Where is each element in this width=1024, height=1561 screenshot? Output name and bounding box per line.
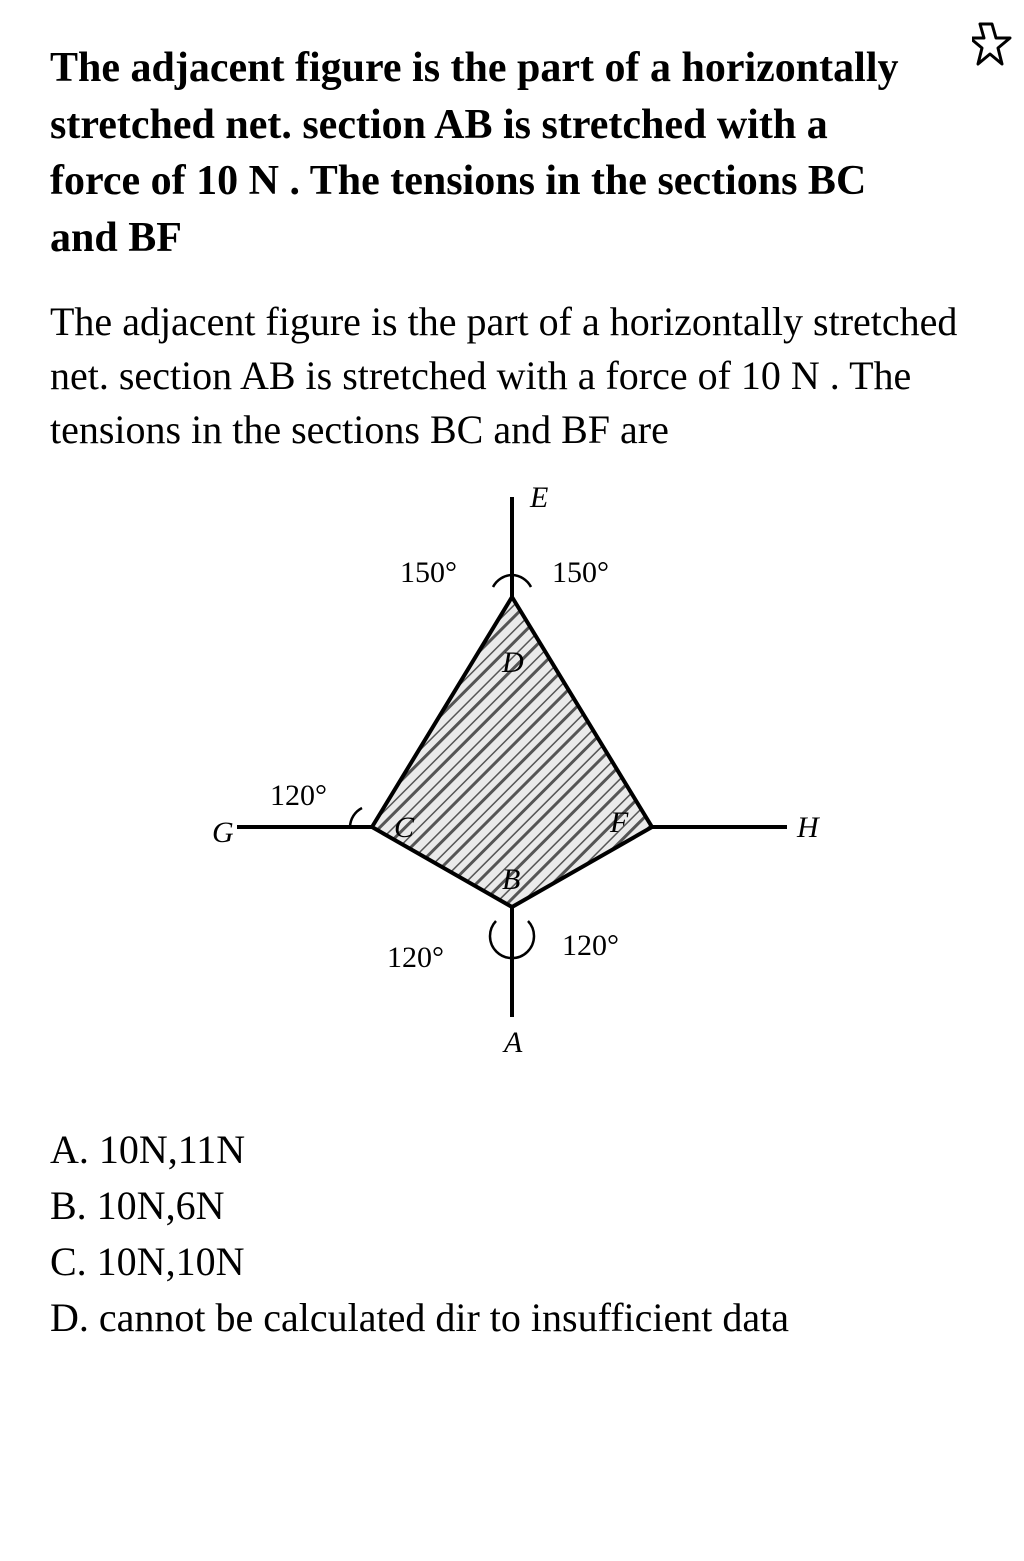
option-d[interactable]: D. cannot be calculated dir to insuffici… <box>50 1291 974 1345</box>
question-body: The adjacent figure is the part of a hor… <box>50 295 974 457</box>
angle-120-botleft: 120° <box>387 941 444 974</box>
angle-150-left: 150° <box>400 556 457 589</box>
label-D: D <box>501 646 524 679</box>
angle-150-right: 150° <box>552 556 609 589</box>
label-E: E <box>529 481 548 514</box>
option-b[interactable]: B. 10N,6N <box>50 1179 974 1233</box>
label-G: G <box>212 816 234 849</box>
label-B: B <box>502 863 520 896</box>
bookmark-star-icon[interactable] <box>972 20 1012 77</box>
answer-options: A. 10N,11N B. 10N,6N C. 10N,10N D. canno… <box>50 1123 974 1345</box>
angle-120-botright: 120° <box>562 929 619 962</box>
angle-120-topleft: 120° <box>270 779 327 812</box>
label-A: A <box>502 1026 523 1059</box>
option-c[interactable]: C. 10N,10N <box>50 1235 974 1289</box>
question-title: The adjacent figure is the part of a hor… <box>50 40 974 267</box>
label-F: F <box>609 806 629 839</box>
label-H: H <box>796 811 821 844</box>
option-a[interactable]: A. 10N,11N <box>50 1123 974 1177</box>
diagram: E D C F B G H A 150° 150° 120° 120° 120° <box>50 477 974 1084</box>
label-C: C <box>394 811 415 844</box>
